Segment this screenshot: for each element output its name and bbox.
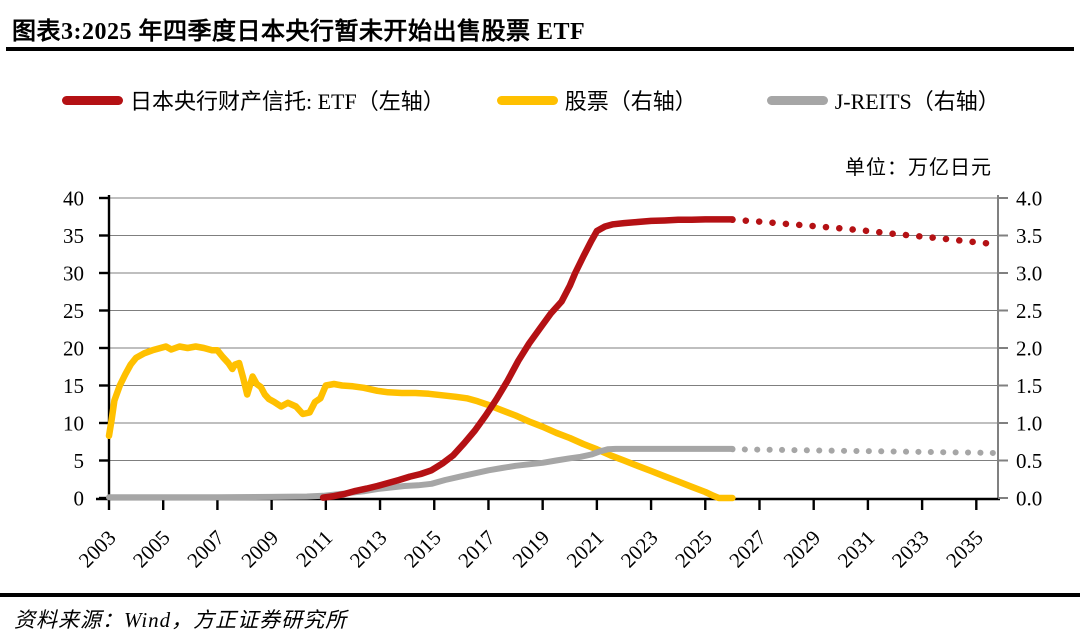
left-axis-tick-label: 10 <box>63 412 84 436</box>
x-axis-tick-label: 2025 <box>670 526 717 573</box>
legend-label-jreits: J-REITS（右轴） <box>834 89 1000 114</box>
x-axis-tick-label: 2007 <box>182 526 229 573</box>
legend-label-stocks: 股票（右轴） <box>564 89 697 114</box>
legend-swatch-etf <box>62 95 123 105</box>
jreits-line-dotted <box>729 446 999 456</box>
x-axis-tick-label: 2021 <box>562 526 609 573</box>
x-axis-tick-label: 2013 <box>345 526 392 573</box>
etf-line-dotted <box>729 216 999 248</box>
right-axis-tick-label: 4.0 <box>1016 187 1042 211</box>
right-axis-tick-label: 3.0 <box>1016 262 1042 286</box>
x-axis-tick-label: 2015 <box>399 526 446 573</box>
x-axis-tick-label: 2019 <box>508 526 555 573</box>
unit-label: 单位：万亿日元 <box>845 157 992 179</box>
right-axis-tick-label: 2.5 <box>1016 299 1042 323</box>
stocks-line-solid <box>105 343 736 502</box>
footer-rule <box>0 593 1080 597</box>
title-rule <box>6 47 1074 51</box>
left-axis-tick-label: 30 <box>63 262 84 286</box>
legend-swatch-jreits <box>766 95 828 105</box>
right-axis-tick-label: 1.0 <box>1016 412 1042 436</box>
x-axis-tick-label: 2003 <box>74 526 121 573</box>
left-axis-tick-label: 15 <box>63 374 84 398</box>
x-axis-tick-label: 2023 <box>616 526 663 573</box>
legend-item-jreits: J-REITS（右轴） <box>766 84 1000 116</box>
legend-item-stocks: 股票（右轴） <box>496 84 697 116</box>
legend-item-etf: 日本央行财产信托: ETF（左轴） <box>62 84 445 116</box>
x-axis-tick-label: 2017 <box>453 526 500 573</box>
x-axis-tick-label: 2029 <box>779 526 826 573</box>
left-axis-tick-label: 20 <box>63 337 84 361</box>
x-axis-tick-label: 2005 <box>128 526 175 573</box>
chart-title: 图表3:2025 年四季度日本央行暂未开始出售股票 ETF <box>12 19 586 45</box>
x-axis-tick-label: 2027 <box>724 526 771 573</box>
source-note: 资料来源：Wind，方正证券研究所 <box>14 608 348 632</box>
x-axis-tick-label: 2009 <box>236 526 283 573</box>
x-axis-tick-label: 2035 <box>941 526 988 573</box>
right-axis-tick-label: 1.5 <box>1016 374 1042 398</box>
right-axis-tick-label: 0.5 <box>1016 449 1042 473</box>
x-axis-tick-label: 2033 <box>887 526 934 573</box>
left-axis-tick-label: 25 <box>63 299 84 323</box>
legend-swatch-stocks <box>496 95 558 105</box>
legend-label-etf: 日本央行财产信托: ETF（左轴） <box>130 89 445 114</box>
chart-legend: 日本央行财产信托: ETF（左轴） 股票（右轴） J-REITS（右轴） <box>62 84 1000 116</box>
left-axis-tick-label: 0 <box>74 487 85 511</box>
right-axis-tick-label: 2.0 <box>1016 337 1042 361</box>
x-axis-tick-label: 2011 <box>291 526 337 572</box>
x-axis-tick-label: 2031 <box>833 526 880 573</box>
left-axis-tick-label: 5 <box>74 449 85 473</box>
etf-line-solid <box>319 216 736 501</box>
left-axis-tick-label: 35 <box>63 224 84 248</box>
left-axis-tick-label: 40 <box>63 187 84 211</box>
right-axis-tick-label: 3.5 <box>1016 224 1042 248</box>
right-axis-tick-label: 0.0 <box>1016 487 1042 511</box>
